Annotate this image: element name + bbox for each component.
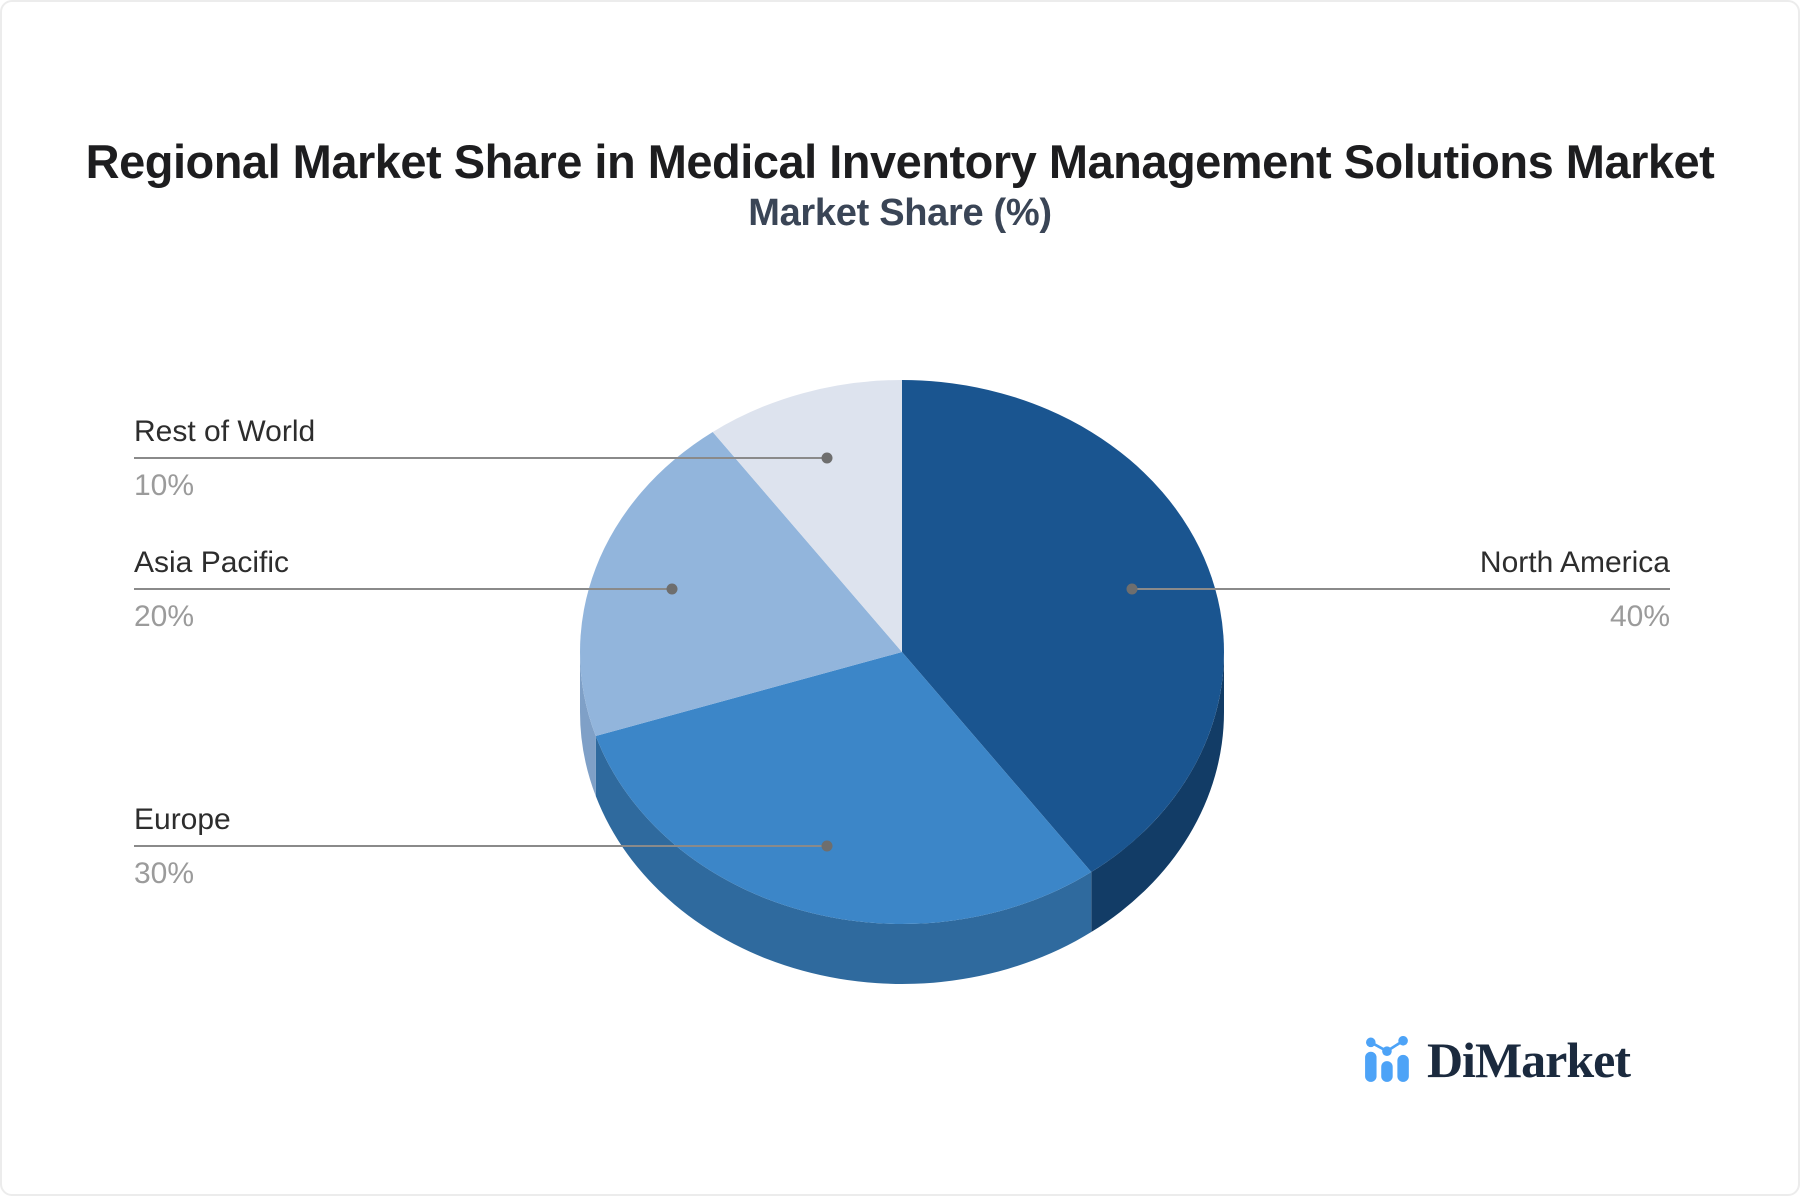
chart-title: Regional Market Share in Medical Invento… <box>85 135 1715 188</box>
slice-value: 20% <box>134 600 195 633</box>
bar-chart-logo-icon <box>1365 1036 1409 1082</box>
slice-value: 40% <box>1609 600 1670 633</box>
slice-label: Rest of World <box>134 415 316 448</box>
brand-logo: DiMarket <box>1363 1032 1631 1088</box>
slice-label: Europe <box>134 803 231 836</box>
slice-value: 10% <box>134 469 195 502</box>
slice-label: Asia Pacific <box>134 546 290 579</box>
slice-value: 30% <box>134 857 195 890</box>
chart-subtitle: Market Share (%) <box>748 192 1052 234</box>
brand-name: DiMarket <box>1426 1032 1631 1088</box>
slice-label: North America <box>1479 546 1670 579</box>
